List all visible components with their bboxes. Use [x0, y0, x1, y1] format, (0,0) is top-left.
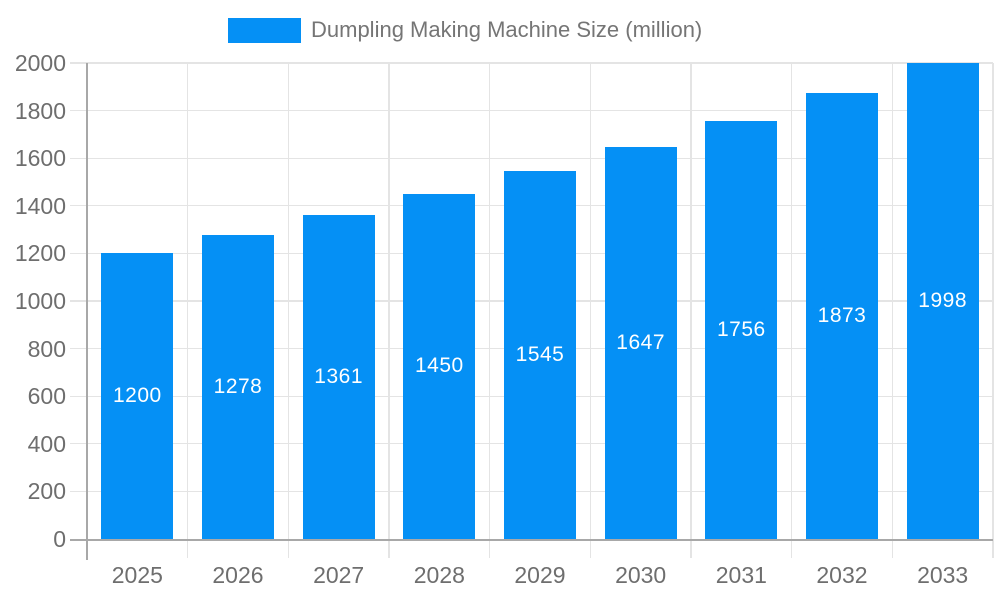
x-tick-label: 2026	[212, 562, 264, 588]
y-tick-label: 1600	[14, 145, 66, 172]
v-gridline	[186, 63, 189, 558]
bar-value-label: 1278	[213, 374, 263, 398]
x-tick-label: 2027	[313, 562, 365, 588]
x-tick-label: 2028	[413, 562, 465, 588]
y-tick-label: 2000	[14, 50, 66, 76]
y-tick-label: 1200	[14, 240, 66, 267]
bar-value-label: 1998	[918, 289, 968, 313]
x-tick-label: 2031	[715, 562, 767, 588]
x-tick-label: 2030	[615, 562, 667, 588]
bar-value-label: 1361	[314, 365, 364, 389]
chart-legend-item[interactable]: Dumpling Making Machine Size (million)	[228, 17, 702, 43]
v-gridline	[287, 63, 290, 558]
bar[interactable]	[101, 253, 174, 539]
y-tick-label: 400	[27, 430, 66, 457]
x-tick-label: 2029	[514, 562, 566, 588]
v-gridline	[388, 63, 390, 558]
bar[interactable]	[403, 193, 476, 539]
x-tick-label: 2033	[917, 562, 969, 588]
bar-value-label: 1647	[616, 331, 666, 354]
v-gridline	[690, 63, 692, 558]
v-gridline	[790, 63, 793, 558]
bar[interactable]	[302, 215, 375, 539]
y-tick-label: 1000	[14, 288, 66, 314]
x-axis-line	[70, 539, 993, 541]
y-axis-line	[85, 63, 88, 560]
h-gridline	[70, 109, 993, 112]
bar-value-label: 1200	[112, 384, 162, 408]
x-tick-label: 2032	[816, 562, 868, 588]
y-tick-label: 800	[27, 335, 66, 362]
bar[interactable]	[806, 93, 878, 539]
bar-value-label: 1450	[414, 354, 464, 378]
y-tick-label: 1400	[14, 192, 66, 219]
bar[interactable]	[202, 234, 274, 539]
h-gridline	[70, 157, 993, 159]
bar[interactable]	[705, 121, 778, 539]
v-gridline	[891, 63, 894, 558]
y-tick-label: 1800	[14, 97, 66, 124]
y-tick-label: 0	[53, 526, 66, 552]
y-tick-label: 200	[27, 478, 66, 505]
bar-value-label: 1545	[515, 343, 565, 367]
bar[interactable]	[604, 147, 677, 539]
legend-label: Dumpling Making Machine Size (million)	[311, 17, 703, 42]
bar-value-label: 1873	[817, 304, 867, 328]
bar-value-label: 1756	[716, 318, 766, 342]
v-gridline	[488, 63, 491, 558]
y-tick-label: 600	[27, 383, 66, 410]
bar[interactable]	[504, 171, 576, 539]
h-gridline	[70, 62, 993, 64]
bar[interactable]	[906, 63, 979, 539]
legend-swatch-icon	[228, 17, 301, 43]
x-tick-label: 2025	[111, 562, 163, 588]
v-gridline	[589, 63, 592, 558]
v-gridline	[992, 63, 994, 558]
